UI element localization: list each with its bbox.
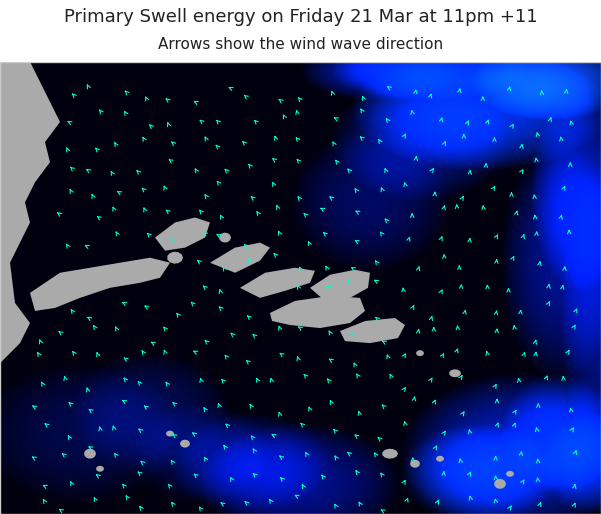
Polygon shape [494, 479, 506, 489]
Polygon shape [410, 460, 420, 468]
Polygon shape [30, 258, 170, 311]
Polygon shape [375, 329, 385, 337]
Polygon shape [416, 350, 424, 356]
Polygon shape [84, 449, 96, 458]
Polygon shape [219, 233, 231, 243]
Polygon shape [0, 62, 60, 514]
Polygon shape [382, 449, 398, 458]
Polygon shape [436, 456, 444, 462]
Polygon shape [155, 217, 210, 251]
Text: Arrows show the wind wave direction: Arrows show the wind wave direction [158, 37, 443, 52]
Polygon shape [167, 252, 183, 264]
Polygon shape [449, 369, 461, 377]
Polygon shape [240, 268, 315, 298]
Polygon shape [180, 439, 190, 448]
Polygon shape [210, 243, 270, 273]
Polygon shape [310, 270, 370, 301]
Polygon shape [166, 431, 174, 436]
Polygon shape [96, 466, 104, 472]
Polygon shape [270, 296, 365, 328]
Polygon shape [340, 318, 405, 343]
Polygon shape [506, 471, 514, 477]
Text: Primary Swell energy on Friday 21 Mar at 11pm +11: Primary Swell energy on Friday 21 Mar at… [64, 8, 537, 26]
